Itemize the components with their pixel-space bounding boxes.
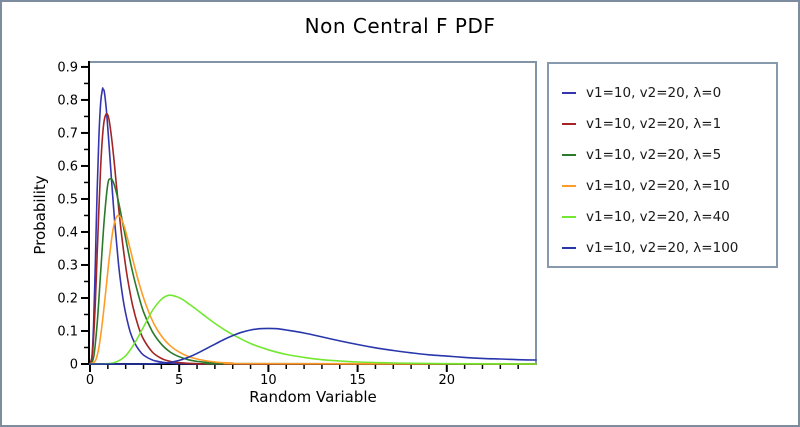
y-tick-label: 0.2 [57, 291, 78, 306]
x-tick-label: 20 [439, 373, 456, 388]
legend-label: v1=10, v2=20, λ=40 [586, 208, 730, 225]
x-axis-label: Random Variable [249, 388, 377, 406]
legend-label: v1=10, v2=20, λ=100 [586, 239, 739, 256]
x-axis-ticks: 0 5 10 15 20 [86, 365, 519, 388]
x-tick-label: 0 [86, 373, 94, 388]
legend-label: v1=10, v2=20, λ=10 [586, 177, 730, 194]
legend-swatch [562, 153, 576, 156]
y-tick-label: 0.6 [57, 159, 78, 174]
legend-swatch [562, 215, 576, 218]
legend: v1=10, v2=20, λ=0 v1=10, v2=20, λ=1 v1=10,… [547, 62, 778, 268]
legend-item: v1=10, v2=20, λ=10 [549, 170, 776, 201]
legend-label: v1=10, v2=20, λ=5 [586, 146, 722, 163]
legend-swatch [562, 122, 576, 125]
y-axis-ticks: 0 0.1 0.2 0.3 0.4 0.5 0.6 0.7 0.8 0.9 [57, 60, 88, 373]
legend-label: v1=10, v2=20, λ=1 [586, 115, 722, 132]
legend-swatch [562, 91, 576, 94]
curve-lambda-100 [89, 327, 537, 365]
legend-item: v1=10, v2=20, λ=5 [549, 139, 776, 170]
y-tick-label: 0 [70, 358, 78, 373]
curve-lambda-10 [89, 214, 537, 365]
curves [89, 87, 537, 365]
y-tick-label: 0.4 [57, 225, 78, 240]
y-axis-label: Probability [31, 175, 49, 255]
curve-lambda-1 [89, 112, 537, 365]
curve-lambda-5 [89, 177, 537, 365]
chart-title: Non Central F PDF [304, 14, 496, 38]
x-tick-label: 5 [175, 373, 183, 388]
y-tick-label: 0.9 [57, 60, 78, 75]
legend-swatch [562, 246, 576, 249]
legend-item: v1=10, v2=20, λ=40 [549, 201, 776, 232]
legend-item: v1=10, v2=20, λ=100 [549, 232, 776, 263]
x-tick-label: 10 [260, 373, 277, 388]
y-tick-label: 0.1 [57, 324, 78, 339]
axis-lines [88, 61, 536, 365]
y-tick-label: 0.3 [57, 258, 78, 273]
y-tick-label: 0.5 [57, 192, 78, 207]
curve-lambda-40 [89, 294, 537, 365]
legend-item: v1=10, v2=20, λ=0 [549, 77, 776, 108]
plot-frame [89, 61, 537, 365]
legend-swatch [562, 184, 576, 187]
y-tick-label: 0.8 [57, 93, 78, 108]
legend-label: v1=10, v2=20, λ=0 [586, 84, 722, 101]
y-tick-label: 0.7 [57, 126, 78, 141]
legend-item: v1=10, v2=20, λ=1 [549, 108, 776, 139]
curve-lambda-0 [89, 87, 537, 365]
x-tick-label: 15 [349, 373, 366, 388]
